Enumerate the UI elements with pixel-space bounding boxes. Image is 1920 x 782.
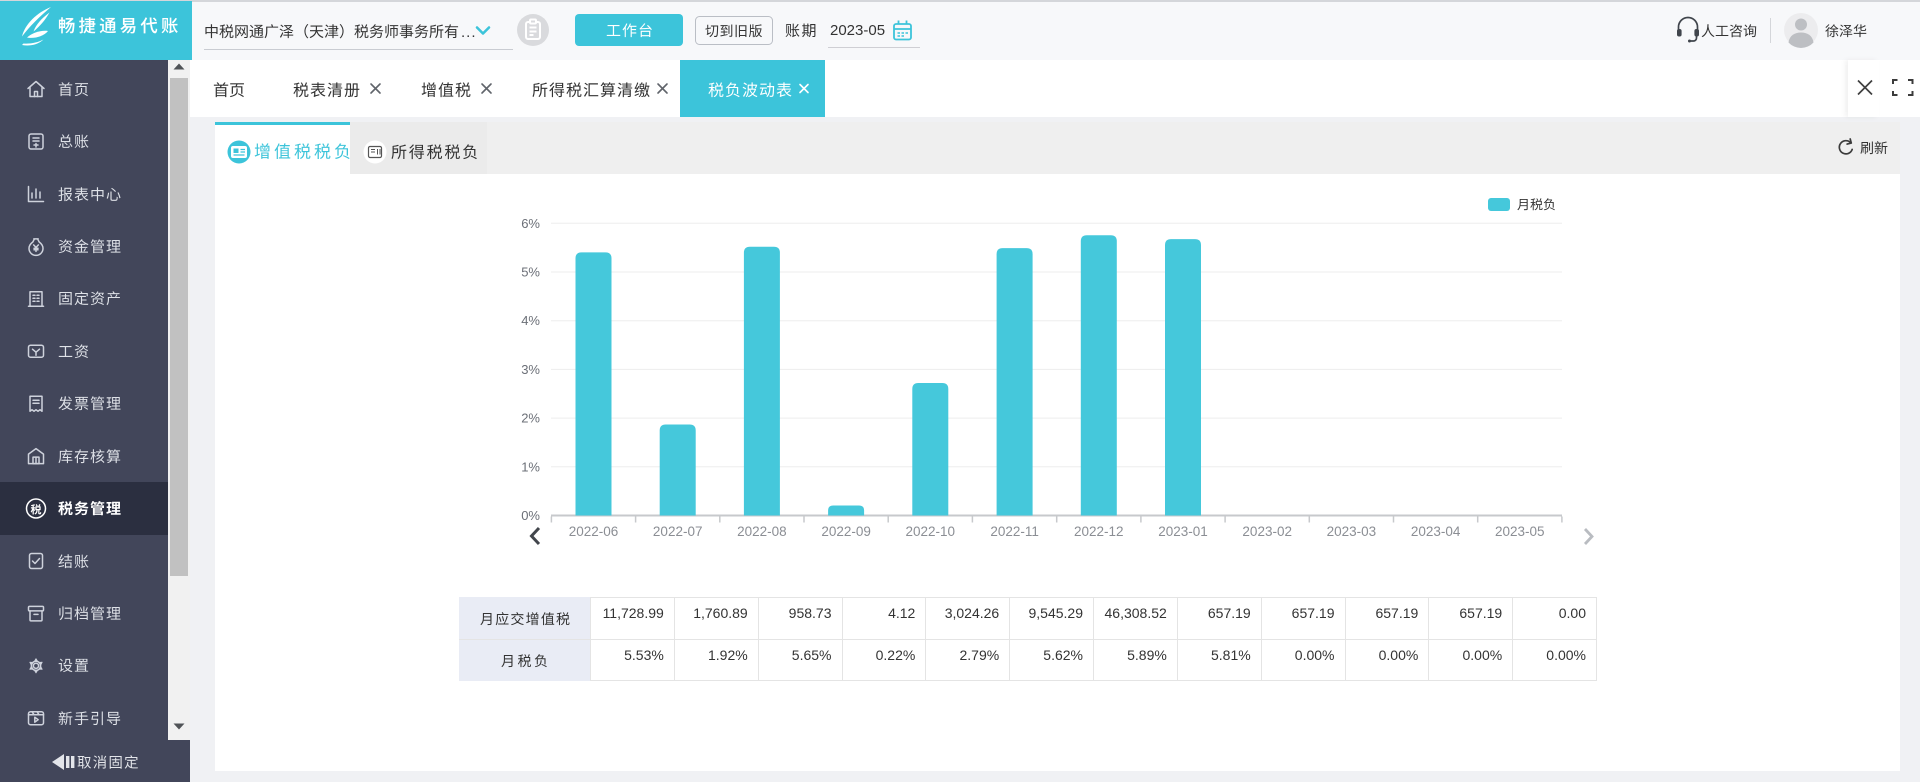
svg-text:2023-01: 2023-01: [1158, 524, 1208, 539]
svg-text:2023-03: 2023-03: [1327, 524, 1377, 539]
svg-text:2022-06: 2022-06: [569, 524, 619, 539]
svg-text:2022-12: 2022-12: [1074, 524, 1124, 539]
svg-text:2022-07: 2022-07: [653, 524, 703, 539]
svg-text:6%: 6%: [521, 216, 540, 231]
svg-text:2022-09: 2022-09: [821, 524, 871, 539]
svg-text:2023-02: 2023-02: [1242, 524, 1292, 539]
svg-text:2023-04: 2023-04: [1411, 524, 1461, 539]
svg-text:1%: 1%: [521, 459, 540, 474]
svg-text:2022-08: 2022-08: [737, 524, 787, 539]
svg-text:4%: 4%: [521, 313, 540, 328]
svg-text:2022-11: 2022-11: [990, 524, 1039, 539]
svg-text:0%: 0%: [521, 508, 540, 523]
svg-text:5%: 5%: [521, 265, 540, 280]
svg-text:2%: 2%: [521, 411, 540, 426]
svg-text:3%: 3%: [521, 362, 540, 377]
svg-text:2022-10: 2022-10: [906, 524, 956, 539]
svg-text:2023-05: 2023-05: [1495, 524, 1545, 539]
